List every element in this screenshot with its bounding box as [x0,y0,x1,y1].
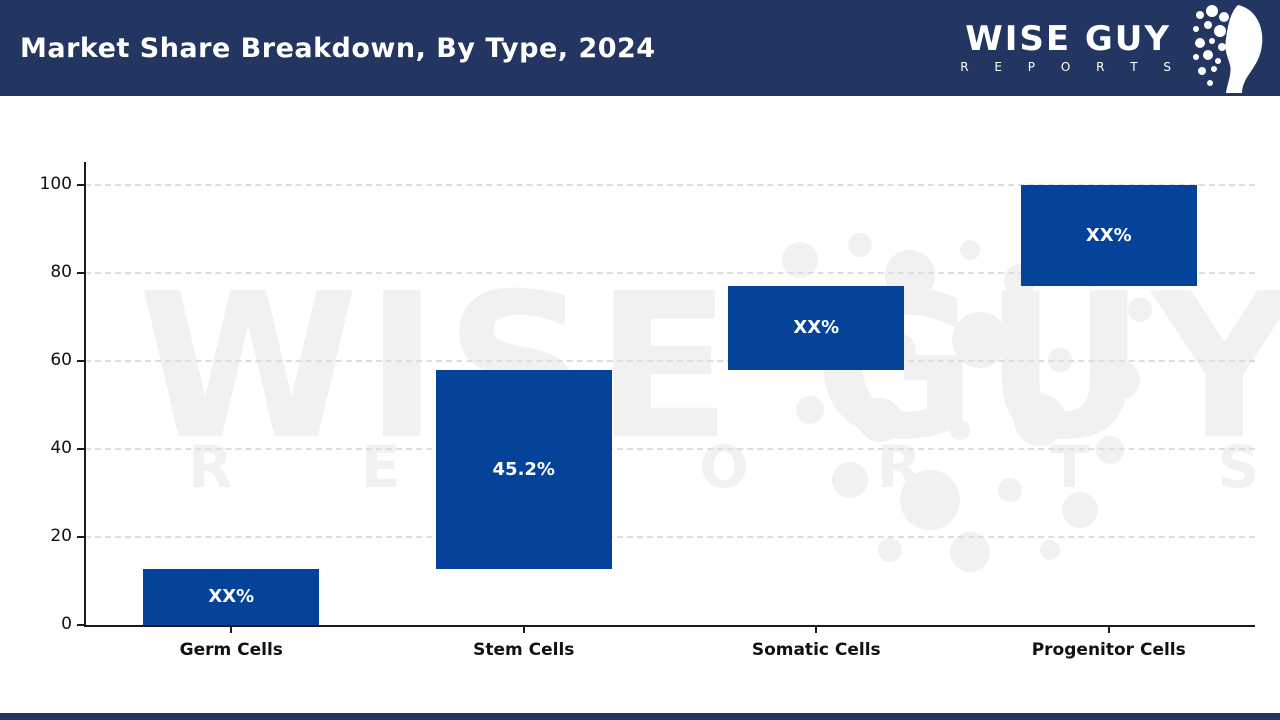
y-tick-label-0: 0 [61,614,72,634]
x-axis-label-somatic-cells: Somatic Cells [751,640,881,660]
page-title: Market Share Breakdown, By Type, 2024 [20,32,656,64]
y-tick-label-60: 60 [50,350,72,370]
gridline-40 [85,448,1255,450]
y-tick-mark-100 [77,184,85,186]
x-axis-label-progenitor-cells: Progenitor Cells [1031,640,1186,660]
watermark-reports-text: R E P O R T S [188,433,1280,501]
y-tick-mark-20 [77,536,85,538]
watermark-brand-text: WISE GUY [138,251,1280,484]
brand-logo: WISE GUY R E P O R T S [954,3,1270,93]
bar-stem-cells: 45.2% [435,369,612,569]
x-axis-label-stem-cells: Stem Cells [473,640,575,660]
y-tick-mark-40 [77,448,85,450]
bar-somatic-cells: XX% [728,286,905,370]
x-tick-mark-stem-cells [522,625,525,633]
bar-value-label-somatic-cells: XX% [793,317,840,339]
bar-value-label-progenitor-cells: XX% [1085,225,1132,247]
x-tick-mark-germ-cells [230,625,233,633]
y-tick-mark-0 [77,624,85,626]
bar-progenitor-cells: XX% [1020,185,1197,287]
x-tick-mark-somatic-cells [815,625,818,633]
footer-bar [0,713,1280,720]
brand-logo-text: WISE GUY R E P O R T S [954,22,1182,74]
brand-name: WISE GUY [965,19,1172,59]
x-axis-line [84,625,1255,627]
x-axis-label-germ-cells: Germ Cells [179,640,283,660]
y-tick-label-80: 80 [50,262,72,282]
y-tick-label-100: 100 [39,174,72,194]
y-tick-mark-60 [77,360,85,362]
y-axis-line [84,162,86,627]
bar-germ-cells: XX% [143,568,320,625]
gridline-80 [85,272,1255,274]
gridline-20 [85,536,1255,538]
dotted-head-icon [1193,5,1263,93]
bar-value-label-stem-cells: 45.2% [492,458,555,480]
y-tick-label-20: 20 [50,526,72,546]
brand-subtitle: R E P O R T S [960,60,1182,74]
gridline-100 [85,184,1255,186]
x-tick-mark-progenitor-cells [1107,625,1110,633]
bar-value-label-germ-cells: XX% [208,586,255,608]
y-tick-mark-80 [77,272,85,274]
y-tick-label-40: 40 [50,438,72,458]
gridline-60 [85,360,1255,362]
header-bar: Market Share Breakdown, By Type, 2024 WI… [0,0,1280,96]
